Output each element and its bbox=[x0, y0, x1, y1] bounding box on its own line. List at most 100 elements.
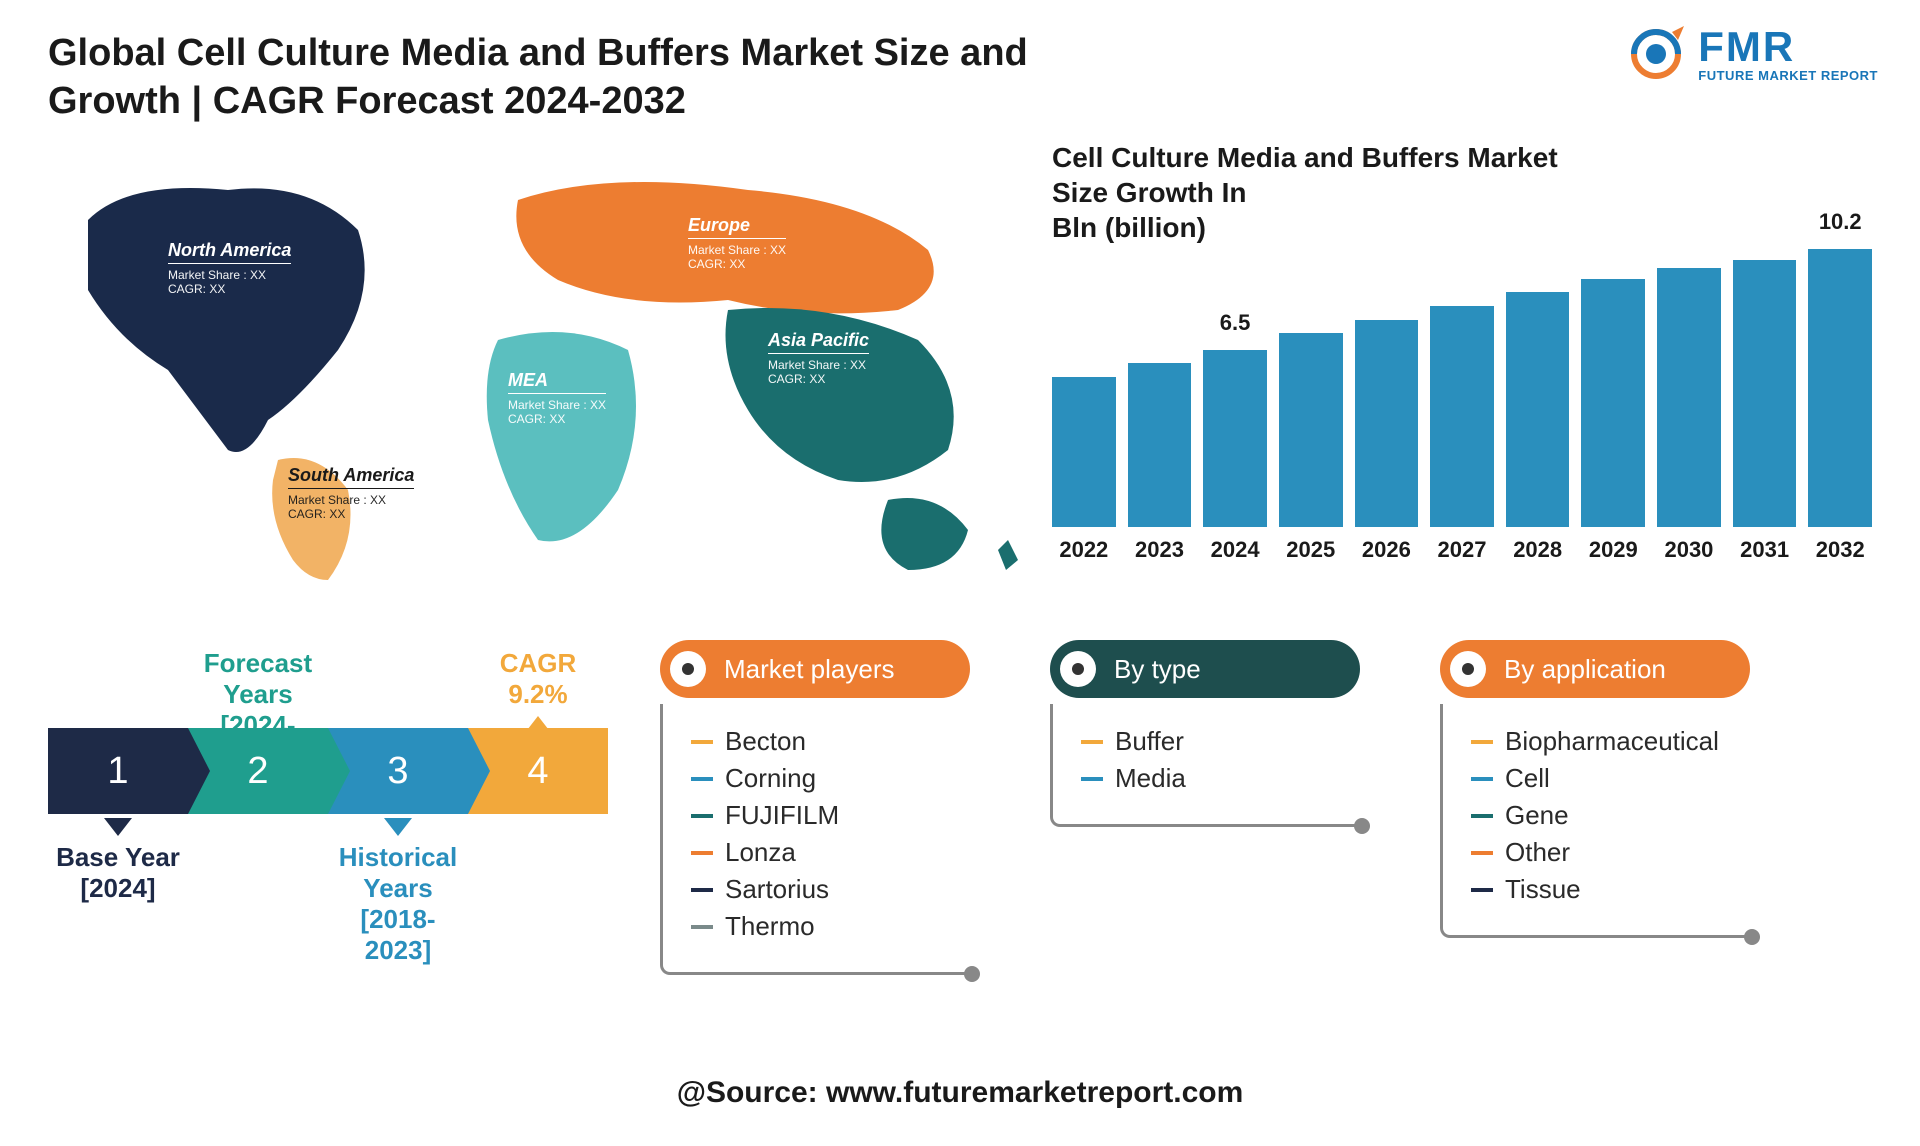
timeline-bottom-labels: Base Year[2024] Historical Years[2018-202… bbox=[48, 818, 608, 966]
tick-icon bbox=[691, 925, 713, 929]
tick-icon bbox=[691, 777, 713, 781]
timeline-bar: 1234 bbox=[48, 728, 608, 814]
category-item-text: Cell bbox=[1505, 763, 1550, 794]
tick-icon bbox=[1081, 740, 1103, 744]
bar-year-label: 2027 bbox=[1438, 537, 1487, 563]
bar-year-label: 2026 bbox=[1362, 537, 1411, 563]
category-item: Buffer bbox=[1081, 726, 1360, 757]
timeline-bottom-cell: Base Year[2024] bbox=[48, 818, 188, 966]
source-attribution: @Source: www.futuremarketreport.com bbox=[0, 1076, 1920, 1110]
timeline-bottom-cell bbox=[468, 818, 608, 966]
category-item: Sartorius bbox=[691, 874, 970, 905]
category-header-text: By type bbox=[1114, 654, 1201, 685]
bar-rect bbox=[1052, 377, 1116, 527]
region-north-america: North America Market Share : XX CAGR: XX bbox=[168, 240, 291, 296]
timeline-sub: 9.2% bbox=[468, 679, 608, 710]
bar-rect bbox=[1355, 320, 1419, 527]
region-mea: MEA Market Share : XX CAGR: XX bbox=[508, 370, 606, 426]
logo-sub-text: FUTURE MARKET REPORT bbox=[1698, 68, 1878, 83]
category-item: Tissue bbox=[1471, 874, 1750, 905]
category-item: Other bbox=[1471, 837, 1750, 868]
region-share: Market Share : XX bbox=[508, 398, 606, 412]
category-item-text: Buffer bbox=[1115, 726, 1184, 757]
pill-dot-icon bbox=[1060, 651, 1096, 687]
bar-group: 6.52024 bbox=[1203, 310, 1267, 563]
category-item: Thermo bbox=[691, 911, 970, 942]
bar-year-label: 2032 bbox=[1816, 537, 1865, 563]
bar-value-label: 6.5 bbox=[1220, 310, 1251, 336]
category-list: Buffer Media bbox=[1050, 704, 1360, 827]
tick-icon bbox=[691, 740, 713, 744]
timeline-label: CAGR bbox=[468, 648, 608, 679]
category-item: FUJIFILM bbox=[691, 800, 970, 831]
logo-main-text: FMR bbox=[1698, 26, 1878, 68]
bar-year-label: 2031 bbox=[1740, 537, 1789, 563]
bar-year-label: 2029 bbox=[1589, 537, 1638, 563]
tick-icon bbox=[691, 851, 713, 855]
triangle-down-icon bbox=[104, 818, 132, 836]
category-block: By type Buffer Media bbox=[1050, 640, 1360, 827]
category-item-text: Corning bbox=[725, 763, 816, 794]
region-asia-pacific: Asia Pacific Market Share : XX CAGR: XX bbox=[768, 330, 869, 386]
region-cagr: CAGR: XX bbox=[508, 412, 606, 426]
timeline-sub: [2018-2023] bbox=[328, 904, 468, 966]
bar-rect bbox=[1203, 350, 1267, 527]
category-header-pill: By type bbox=[1050, 640, 1360, 698]
timeline-top-cell bbox=[48, 648, 188, 728]
bar-group: 2027 bbox=[1430, 268, 1494, 563]
bar-group: 2025 bbox=[1279, 295, 1343, 563]
bar-year-label: 2023 bbox=[1135, 537, 1184, 563]
page-title: Global Cell Culture Media and Buffers Ma… bbox=[48, 30, 1118, 125]
tick-icon bbox=[691, 888, 713, 892]
region-cagr: CAGR: XX bbox=[288, 507, 414, 521]
bar-rect bbox=[1733, 260, 1797, 527]
region-share: Market Share : XX bbox=[768, 358, 869, 372]
bar-value-label: 10.2 bbox=[1819, 209, 1862, 235]
category-list: BectonCorningFUJIFILMLonzaSartoriusTherm… bbox=[660, 704, 970, 975]
bar-year-label: 2030 bbox=[1664, 537, 1713, 563]
tick-icon bbox=[1471, 777, 1493, 781]
region-cagr: CAGR: XX bbox=[168, 282, 291, 296]
category-item-text: Media bbox=[1115, 763, 1186, 794]
timeline-segment: 1 bbox=[48, 728, 188, 814]
bar-rect bbox=[1430, 306, 1494, 527]
timeline-bottom-cell bbox=[188, 818, 328, 966]
market-size-bar-chart: Cell Culture Media and Buffers Market Si… bbox=[1052, 140, 1872, 570]
region-name: North America bbox=[168, 240, 291, 261]
category-item-text: Tissue bbox=[1505, 874, 1581, 905]
triangle-down-icon bbox=[384, 818, 412, 836]
category-item: Becton bbox=[691, 726, 970, 757]
category-item-text: FUJIFILM bbox=[725, 800, 839, 831]
timeline-sub: [2024] bbox=[48, 873, 188, 904]
bar-group: 10.2 2032 bbox=[1808, 209, 1872, 563]
category-item-text: Becton bbox=[725, 726, 806, 757]
timeline-label: Historical Years bbox=[328, 842, 468, 904]
category-item: Media bbox=[1081, 763, 1360, 794]
bar-rect bbox=[1506, 292, 1570, 527]
category-block: Market playersBectonCorningFUJIFILMLonza… bbox=[660, 640, 970, 975]
category-item: Cell bbox=[1471, 763, 1750, 794]
category-header-pill: Market players bbox=[660, 640, 970, 698]
bar-rect bbox=[1128, 363, 1192, 527]
category-item-text: Biopharmaceutical bbox=[1505, 726, 1719, 757]
bar-rect bbox=[1279, 333, 1343, 527]
tick-icon bbox=[1471, 814, 1493, 818]
timeline-top-cell: CAGR9.2% bbox=[468, 648, 608, 728]
tick-icon bbox=[1471, 888, 1493, 892]
tick-icon bbox=[1081, 777, 1103, 781]
timeline-label: Forecast Years bbox=[188, 648, 328, 710]
region-south-america: South America Market Share : XX CAGR: XX bbox=[288, 465, 414, 521]
tick-icon bbox=[1471, 740, 1493, 744]
bar-rect bbox=[1808, 249, 1872, 527]
region-name: MEA bbox=[508, 370, 606, 391]
region-share: Market Share : XX bbox=[288, 493, 414, 507]
bar-group: 2022 bbox=[1052, 339, 1116, 563]
timeline-bottom-cell: Historical Years[2018-2023] bbox=[328, 818, 468, 966]
category-header-pill: By application bbox=[1440, 640, 1750, 698]
tick-icon bbox=[691, 814, 713, 818]
bar-group: 2023 bbox=[1128, 325, 1192, 563]
category-header-text: Market players bbox=[724, 654, 895, 685]
timeline-infographic: Forecast Years[2024-2032]CAGR9.2% 1234 B… bbox=[48, 648, 608, 966]
fmr-logo: FMR FUTURE MARKET REPORT bbox=[1622, 20, 1878, 88]
bar-rect bbox=[1581, 279, 1645, 527]
